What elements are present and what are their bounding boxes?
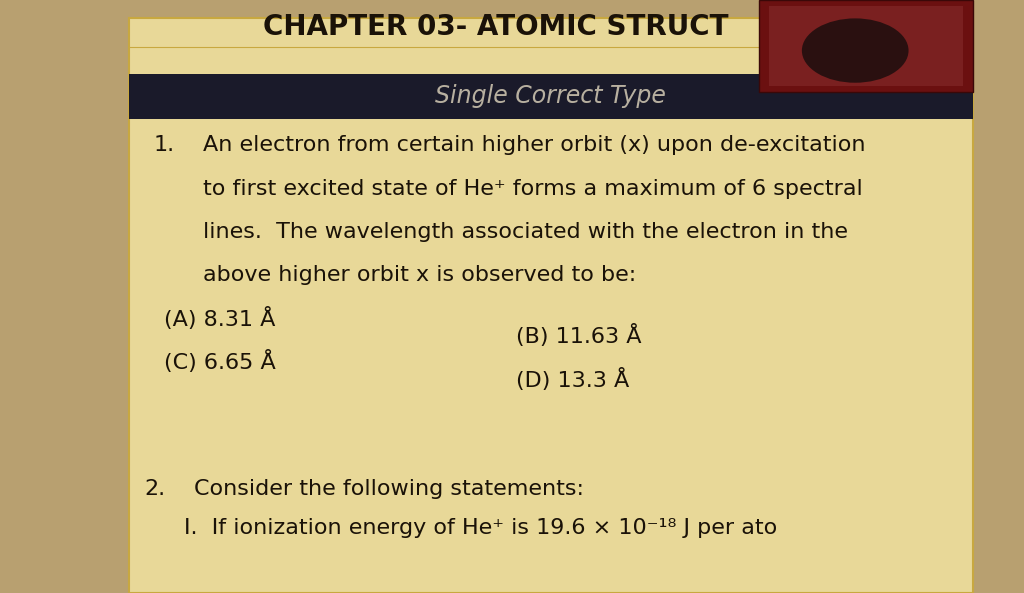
Text: An electron from certain higher orbit (x) upon de-excitation: An electron from certain higher orbit (x… xyxy=(204,135,866,155)
Text: above higher orbit x is observed to be:: above higher orbit x is observed to be: xyxy=(204,265,637,285)
Text: (B) 11.63 Å: (B) 11.63 Å xyxy=(516,324,642,347)
FancyBboxPatch shape xyxy=(129,74,973,119)
Text: CHAPTER 03- ATOMIC STRUCT: CHAPTER 03- ATOMIC STRUCT xyxy=(263,12,729,41)
Text: to first excited state of He⁺ forms a maximum of 6 spectral: to first excited state of He⁺ forms a ma… xyxy=(204,178,863,199)
Text: 2.: 2. xyxy=(144,479,165,499)
Text: (A) 8.31 Å: (A) 8.31 Å xyxy=(164,307,275,330)
Text: (D) 13.3 Å: (D) 13.3 Å xyxy=(516,368,630,391)
Text: Consider the following statements:: Consider the following statements: xyxy=(194,479,584,499)
FancyBboxPatch shape xyxy=(129,18,973,593)
FancyBboxPatch shape xyxy=(759,0,973,92)
Text: (C) 6.65 Å: (C) 6.65 Å xyxy=(164,350,275,373)
Text: I.  If ionization energy of He⁺ is 19.6 × 10⁻¹⁸ J per ato: I. If ionization energy of He⁺ is 19.6 ×… xyxy=(183,518,777,538)
Text: Single Correct Type: Single Correct Type xyxy=(435,84,667,109)
Text: 1.: 1. xyxy=(154,135,175,155)
Ellipse shape xyxy=(802,18,908,83)
FancyBboxPatch shape xyxy=(769,6,963,86)
Text: lines.  The wavelength associated with the electron in the: lines. The wavelength associated with th… xyxy=(204,222,849,242)
